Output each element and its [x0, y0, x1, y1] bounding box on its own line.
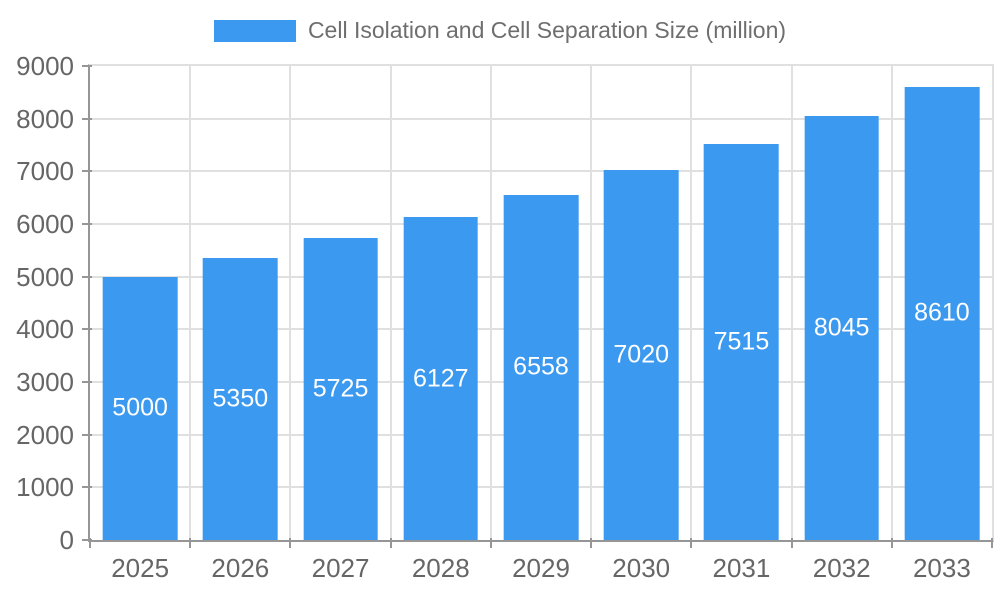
- legend-swatch: [213, 19, 296, 42]
- y-tick-label: 2000: [16, 419, 74, 450]
- x-tick-label: 2025: [111, 553, 170, 583]
- y-tick-label: 4000: [16, 314, 74, 345]
- x-axis-tick: [389, 538, 392, 548]
- y-axis-labels: 0 1000 2000 3000 4000 5000 6000 7000 8000 9000: [0, 53, 74, 553]
- gridline-horizontal: [90, 117, 992, 120]
- bar-value-label: 6127: [412, 364, 469, 393]
- y-axis-tick: [82, 486, 92, 489]
- bar-value-label: 7515: [713, 327, 770, 356]
- gridline-vertical: [890, 66, 893, 540]
- y-axis-tick: [82, 117, 92, 120]
- x-axis-tick: [89, 538, 91, 548]
- x-tick-label: 2028: [411, 553, 470, 583]
- bar[interactable]: 7020: [603, 170, 679, 540]
- x-tick-label: 2032: [812, 553, 871, 583]
- plot-area: 5000 5350 5725 6127 6558 7020 7515 8045 8610: [82, 64, 994, 548]
- gridline-vertical: [690, 66, 693, 540]
- y-tick-label: 7000: [16, 156, 74, 187]
- bar-value-label: 5350: [212, 384, 269, 413]
- y-tick-label: 5000: [16, 261, 74, 292]
- bar-value-label: 8610: [914, 298, 970, 327]
- bar-value-label: 8045: [813, 313, 870, 342]
- x-axis-tick: [489, 538, 492, 548]
- x-axis-tick: [991, 538, 993, 548]
- bar-value-label: 6558: [513, 352, 569, 381]
- bar-slot: 6127: [391, 66, 491, 540]
- gridline-horizontal: [90, 170, 992, 173]
- x-tick-label: 2030: [612, 553, 671, 583]
- y-axis-tick: [82, 433, 92, 436]
- y-axis-tick: [82, 275, 92, 278]
- bar-value-label: 5000: [112, 393, 168, 422]
- y-axis-tick: [82, 65, 92, 67]
- x-axis-tick: [890, 538, 893, 548]
- bar-slot: 6558: [491, 66, 591, 540]
- bar[interactable]: 5000: [102, 276, 178, 540]
- bar-slot: 7515: [691, 66, 791, 540]
- y-tick-label: 1000: [16, 472, 74, 503]
- bar-value-label: 5725: [312, 374, 369, 403]
- bar-slot: 5350: [190, 66, 290, 540]
- y-axis-tick: [82, 381, 92, 384]
- gridline-vertical: [590, 66, 593, 540]
- bar-slot: 5725: [290, 66, 390, 540]
- x-tick-label: 2031: [712, 553, 771, 583]
- bar-slot: 7020: [591, 66, 691, 540]
- bar[interactable]: 8610: [904, 86, 980, 540]
- bar[interactable]: 7515: [704, 144, 779, 540]
- y-tick-label: 3000: [16, 367, 74, 398]
- x-axis-labels: 2025 2026 2027 2028 2029 2030 2031 2032 2033: [90, 553, 992, 588]
- x-axis-tick: [790, 538, 793, 548]
- y-axis-tick: [82, 170, 92, 173]
- x-tick-label: 2026: [211, 553, 270, 583]
- bar-slot: 8045: [792, 66, 892, 540]
- legend-label: Cell Isolation and Cell Separation Size …: [307, 17, 787, 43]
- gridline-vertical: [189, 66, 192, 540]
- bar-slot: 8610: [892, 66, 992, 540]
- x-tick-label: 2029: [512, 553, 570, 583]
- x-axis-tick: [289, 538, 292, 548]
- x-axis-tick: [690, 538, 693, 548]
- bar-value-label: 7020: [613, 340, 670, 369]
- y-axis-tick: [82, 223, 92, 226]
- bar-slot: 5000: [90, 66, 190, 540]
- bar[interactable]: 5725: [303, 238, 378, 540]
- y-axis-tick: [82, 539, 92, 541]
- y-tick-label: 9000: [16, 51, 74, 81]
- gridline-vertical: [489, 66, 492, 540]
- bar[interactable]: 6127: [403, 217, 479, 540]
- legend[interactable]: Cell Isolation and Cell Separation Size …: [0, 17, 1000, 44]
- y-tick-label: 6000: [16, 209, 74, 240]
- y-axis-tick: [82, 328, 92, 331]
- x-tick-label: 2027: [311, 553, 370, 583]
- gridline-vertical: [790, 66, 793, 540]
- y-tick-label: 8000: [16, 103, 74, 134]
- y-tick-label: 0: [59, 525, 74, 555]
- x-axis-tick: [189, 538, 192, 548]
- gridline-vertical: [389, 66, 392, 540]
- gridline-vertical: [289, 66, 292, 540]
- x-tick-label: 2033: [912, 553, 971, 583]
- bar[interactable]: 5350: [203, 258, 278, 540]
- x-axis-tick: [590, 538, 593, 548]
- bar[interactable]: 8045: [804, 116, 879, 540]
- bar[interactable]: 6558: [503, 194, 579, 540]
